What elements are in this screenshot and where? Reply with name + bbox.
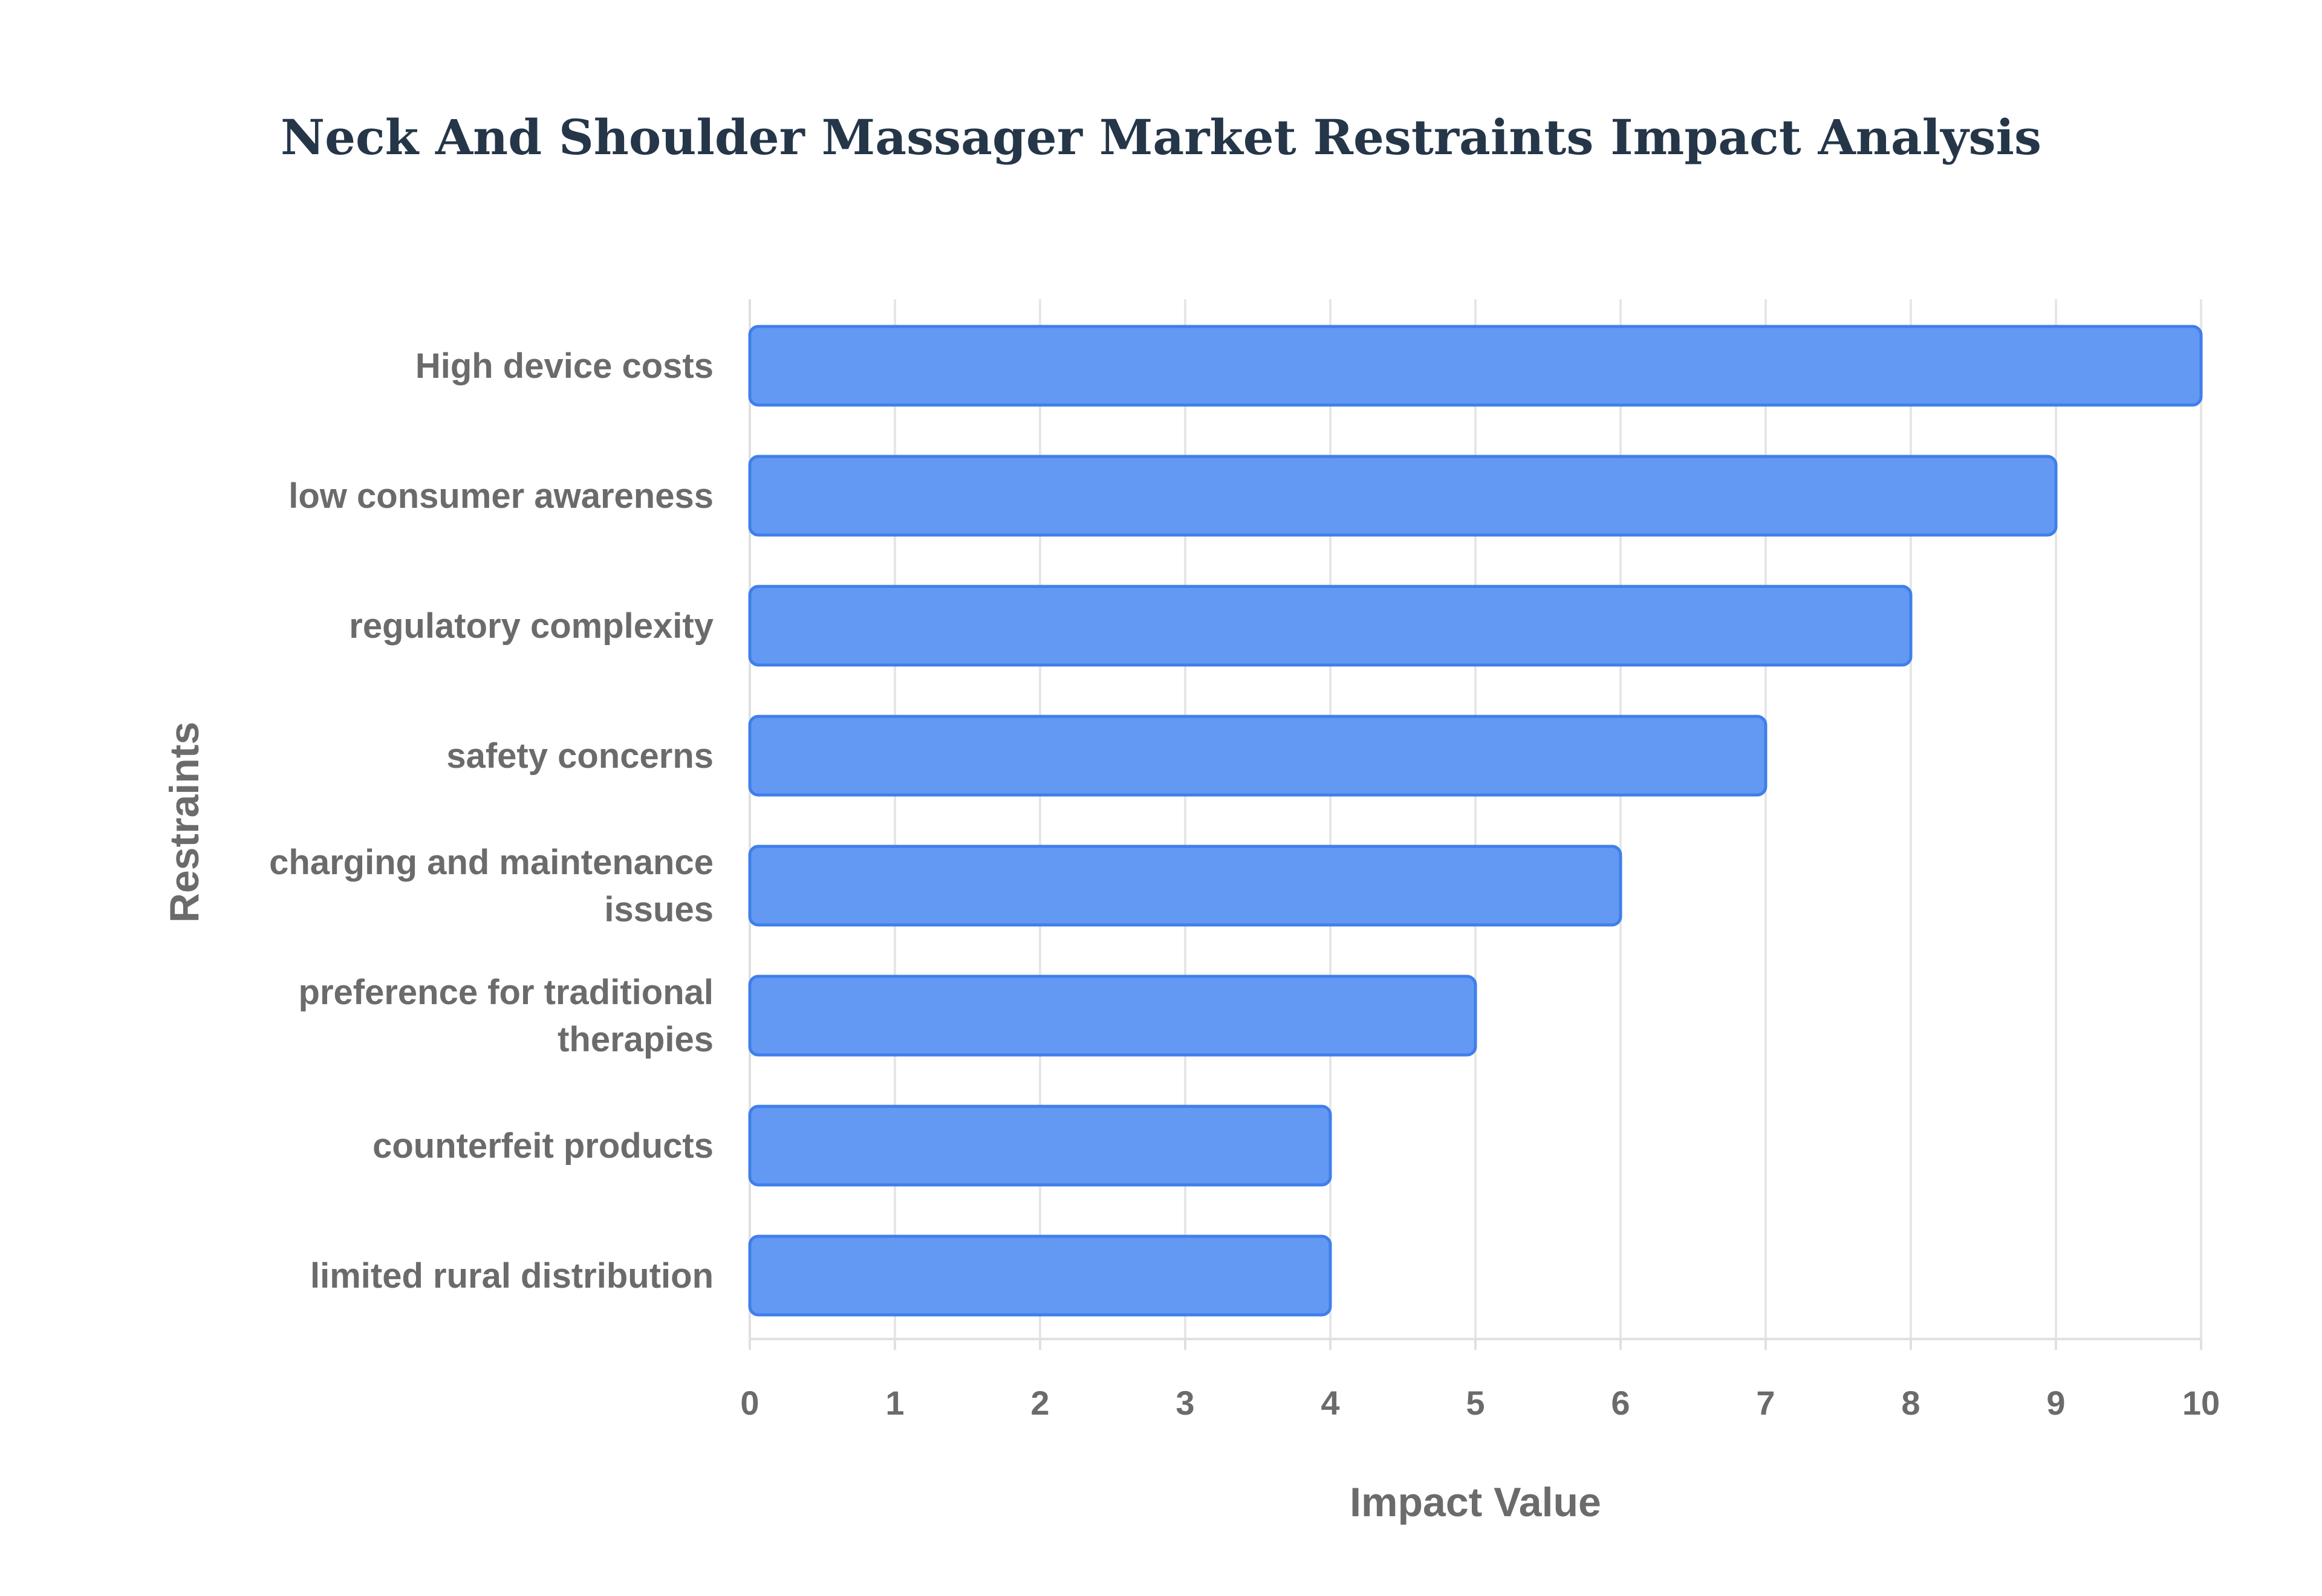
category-label: therapies [558, 1020, 714, 1059]
bar [748, 1105, 1332, 1187]
x-tick-label: 5 [1466, 1384, 1485, 1422]
y-axis-title: Restraints [161, 722, 207, 923]
x-tick-label: 1 [885, 1384, 904, 1422]
x-tick-label: 7 [1756, 1384, 1775, 1422]
bar [748, 1234, 1332, 1317]
bar [748, 845, 1622, 927]
x-axis-ticks: 0 1 2 3 4 5 6 7 8 9 10 [740, 1339, 2220, 1422]
category-label: High device costs [415, 346, 714, 386]
x-axis-title: Impact Value [1350, 1479, 1601, 1525]
x-tick-label: 9 [2046, 1384, 2065, 1422]
bar [748, 455, 2058, 537]
category-label: counterfeit products [372, 1126, 714, 1166]
category-label: issues [604, 890, 714, 929]
x-tick-label: 4 [1321, 1384, 1339, 1422]
bars [748, 325, 2203, 1317]
x-tick-label: 3 [1176, 1384, 1194, 1422]
chart-title: Neck And Shoulder Massager Market Restra… [281, 109, 2041, 166]
x-tick-label: 8 [1901, 1384, 1920, 1422]
x-tick-label: 0 [740, 1384, 759, 1422]
bar [748, 975, 1477, 1057]
category-label: limited rural distribution [310, 1256, 714, 1296]
x-tick-label: 2 [1030, 1384, 1049, 1422]
bar [748, 585, 1913, 667]
category-labels: High device costs low consumer awareness r… [269, 346, 714, 1296]
category-label: regulatory complexity [349, 606, 714, 646]
category-label: safety concerns [446, 736, 714, 776]
bar [748, 325, 2203, 407]
x-tick-label: 6 [1611, 1384, 1630, 1422]
x-tick-label: 10 [2182, 1384, 2220, 1422]
category-label: charging and maintenance [269, 843, 714, 882]
bar [748, 715, 1768, 797]
category-label: low consumer awareness [288, 476, 714, 516]
category-label: preference for traditional [299, 973, 714, 1012]
